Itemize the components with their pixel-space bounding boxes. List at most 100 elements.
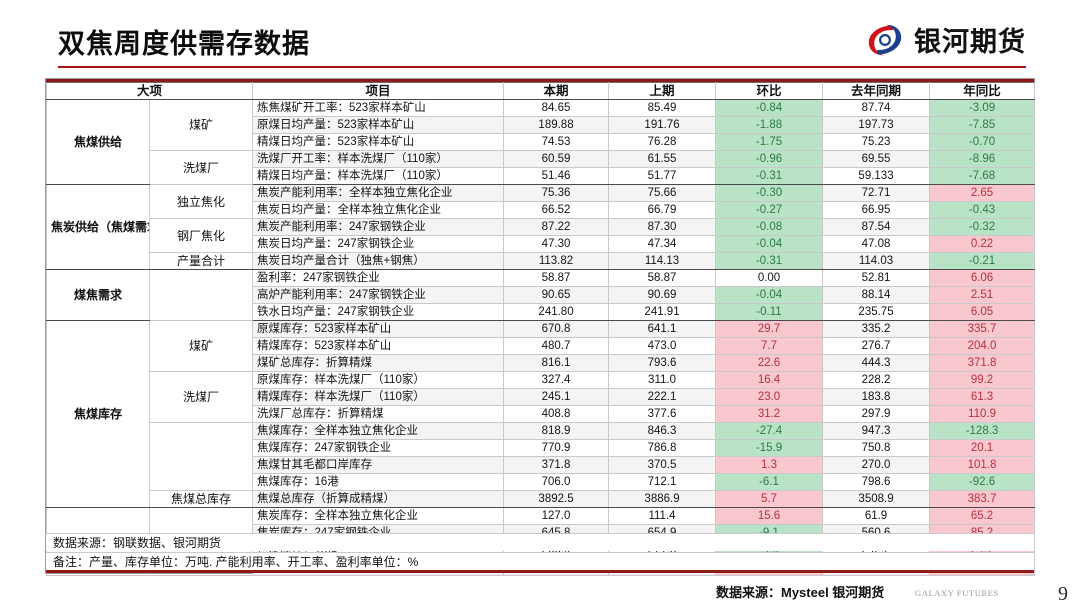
- slide-header: 双焦周度供需存数据 银河期货: [0, 0, 1080, 70]
- mom-change-cell: -0.84: [715, 99, 824, 117]
- last-year-value-cell: 947.3: [822, 422, 931, 440]
- data-table-frame: 大项 项目 本期 上期 环比 去年同期 年同比 焦煤供给 煤矿 炼焦煤矿开工率：52…: [45, 78, 1036, 576]
- mom-change-cell: -0.11: [715, 303, 824, 321]
- mom-change-cell: -15.9: [715, 439, 824, 457]
- current-value-cell: 51.46: [503, 167, 610, 185]
- col-header-yoy: 年同比: [929, 82, 1036, 100]
- previous-value-cell: 370.5: [608, 456, 717, 474]
- col-header-previous: 上期: [608, 82, 717, 100]
- previous-value-cell: 191.76: [608, 116, 717, 134]
- sub-category-cell: 钢厂焦化: [148, 218, 254, 253]
- mom-change-cell: -0.31: [715, 252, 824, 270]
- yoy-change-cell: 383.7: [929, 490, 1036, 508]
- yoy-change-cell: 371.8: [929, 354, 1036, 372]
- last-year-value-cell: 228.2: [822, 371, 931, 389]
- previous-value-cell: 75.66: [608, 184, 717, 202]
- mom-change-cell: 1.3: [715, 456, 824, 474]
- last-year-value-cell: 750.8: [822, 439, 931, 457]
- current-value-cell: 113.82: [503, 252, 610, 270]
- current-value-cell: 60.59: [503, 150, 610, 168]
- previous-value-cell: 85.49: [608, 99, 717, 117]
- last-year-value-cell: 66.95: [822, 201, 931, 219]
- last-year-value-cell: 52.81: [822, 269, 931, 287]
- table-row: 产量合计 焦炭日均产量合计（独焦+钢焦） 113.82 114.13 -0.31 114.…: [47, 252, 1036, 270]
- mom-change-cell: -1.75: [715, 133, 824, 151]
- mom-change-cell: 22.6: [715, 354, 824, 372]
- current-value-cell: 408.8: [503, 405, 610, 423]
- item-label-cell: 原煤库存：样本洗煤厂（110家）: [252, 371, 505, 389]
- yoy-change-cell: -92.6: [929, 473, 1036, 491]
- table-row: 焦煤供给 煤矿 炼焦煤矿开工率：523家样本矿山 84.65 85.49 -0.84 87.…: [46, 99, 1036, 185]
- current-value-cell: 670.8: [503, 320, 610, 338]
- last-year-value-cell: 114.03: [822, 252, 931, 270]
- last-year-value-cell: 88.14: [822, 286, 931, 304]
- last-year-value-cell: 59.133: [822, 167, 931, 185]
- yoy-change-cell: 6.06: [929, 269, 1036, 287]
- table-row: 焦煤库存：16港 706.0 712.1 -6.1 798.6 -92.6: [47, 473, 1036, 491]
- item-label-cell: 焦煤库存：全样本独立焦化企业: [252, 422, 505, 440]
- last-year-value-cell: 235.75: [822, 303, 931, 321]
- footer-source: 数据来源：Mysteel 银河期货: [716, 585, 885, 600]
- current-value-cell: 371.8: [503, 456, 610, 474]
- previous-value-cell: 51.77: [608, 167, 717, 185]
- previous-value-cell: 114.13: [608, 252, 717, 270]
- previous-value-cell: 712.1: [608, 473, 717, 491]
- previous-value-cell: 241.91: [608, 303, 717, 321]
- previous-value-cell: 47.34: [608, 235, 717, 253]
- previous-value-cell: 793.6: [608, 354, 717, 372]
- last-year-value-cell: 444.3: [822, 354, 931, 372]
- item-label-cell: 焦炭产能利用率：247家钢铁企业: [252, 218, 505, 236]
- last-year-value-cell: 69.55: [822, 150, 931, 168]
- item-label-cell: 精煤库存：样本洗煤厂（110家）: [252, 388, 505, 406]
- previous-value-cell: 377.6: [608, 405, 717, 423]
- header-row: 大项 项目 本期 上期 环比 去年同期 年同比: [45, 82, 1036, 100]
- yoy-change-cell: 204.0: [929, 337, 1036, 355]
- item-label-cell: 洗煤厂总库存：折算精煤: [252, 405, 505, 423]
- footer-watermark: GALAXY FUTURES: [915, 588, 999, 598]
- yoy-change-cell: -0.21: [929, 252, 1036, 270]
- col-header-current: 本期: [503, 82, 610, 100]
- item-label-cell: 焦炭日均产量合计（独焦+钢焦）: [252, 252, 505, 270]
- major-category-cell: 焦煤供给: [46, 99, 150, 185]
- current-value-cell: 87.22: [503, 218, 610, 236]
- col-header-last-year: 去年同期: [822, 82, 931, 100]
- item-label-cell: 焦煤甘其毛都口岸库存: [252, 456, 505, 474]
- table-row: 焦炭供给（焦煤需求）独立焦化焦炭产能利用率：全样本独立焦化企业75.3675.6…: [46, 184, 1036, 270]
- mom-change-cell: -0.96: [715, 150, 824, 168]
- current-value-cell: 47.30: [503, 235, 610, 253]
- table-row: 铁水日均产量：247家钢铁企业 241.80 241.91 -0.11 235.75 6.…: [47, 303, 1036, 321]
- previous-value-cell: 58.87: [608, 269, 717, 287]
- galaxy-swoosh-logo-icon: [868, 24, 902, 55]
- item-label-cell: 焦炭日均产量：全样本独立焦化企业: [252, 201, 505, 219]
- previous-value-cell: 90.69: [608, 286, 717, 304]
- item-label-cell: 焦煤总库存（折算成精煤）: [252, 490, 505, 508]
- mom-change-cell: -0.04: [715, 235, 824, 253]
- current-value-cell: 75.36: [503, 184, 610, 202]
- current-value-cell: 3892.5: [503, 490, 610, 508]
- table-row: 焦煤库存 煤矿 原煤库存：523家样本矿山 670.8 641.1 29.7 335.2 33…: [46, 320, 1036, 508]
- last-year-value-cell: 47.08: [822, 235, 931, 253]
- last-year-value-cell: 297.9: [822, 405, 931, 423]
- table-row: 洗煤厂 洗煤厂开工率：样本洗煤厂（110家） 60.59 61.55 -0.96 69.5…: [47, 150, 1036, 185]
- item-label-cell: 焦煤库存：247家钢铁企业: [252, 439, 505, 457]
- yoy-change-cell: 2.51: [929, 286, 1036, 304]
- yoy-change-cell: 65.2: [929, 507, 1036, 525]
- major-category-cell: 焦煤库存: [46, 320, 150, 508]
- mom-change-cell: 5.7: [715, 490, 824, 508]
- previous-value-cell: 473.0: [608, 337, 717, 355]
- item-label-cell: 煤矿总库存：折算精煤: [252, 354, 505, 372]
- table-row: 洗煤厂 原煤库存：样本洗煤厂（110家） 327.4 311.0 16.4 228.2 99…: [47, 371, 1036, 423]
- previous-value-cell: 61.55: [608, 150, 717, 168]
- current-value-cell: 770.9: [503, 439, 610, 457]
- item-label-cell: 原煤库存：523家样本矿山: [252, 320, 505, 338]
- table-row: 煤焦需求 盈利率：247家钢铁企业 58.87 58.87 0.00 52.81 6.06: [46, 269, 1036, 321]
- mom-change-cell: -0.30: [715, 184, 824, 202]
- last-year-value-cell: 335.2: [822, 320, 931, 338]
- current-value-cell: 245.1: [503, 388, 610, 406]
- col-header-item: 项目: [252, 82, 505, 100]
- mom-change-cell: 15.6: [715, 507, 824, 525]
- previous-value-cell: 76.28: [608, 133, 717, 151]
- last-year-value-cell: 270.0: [822, 456, 931, 474]
- mom-change-cell: 16.4: [715, 371, 824, 389]
